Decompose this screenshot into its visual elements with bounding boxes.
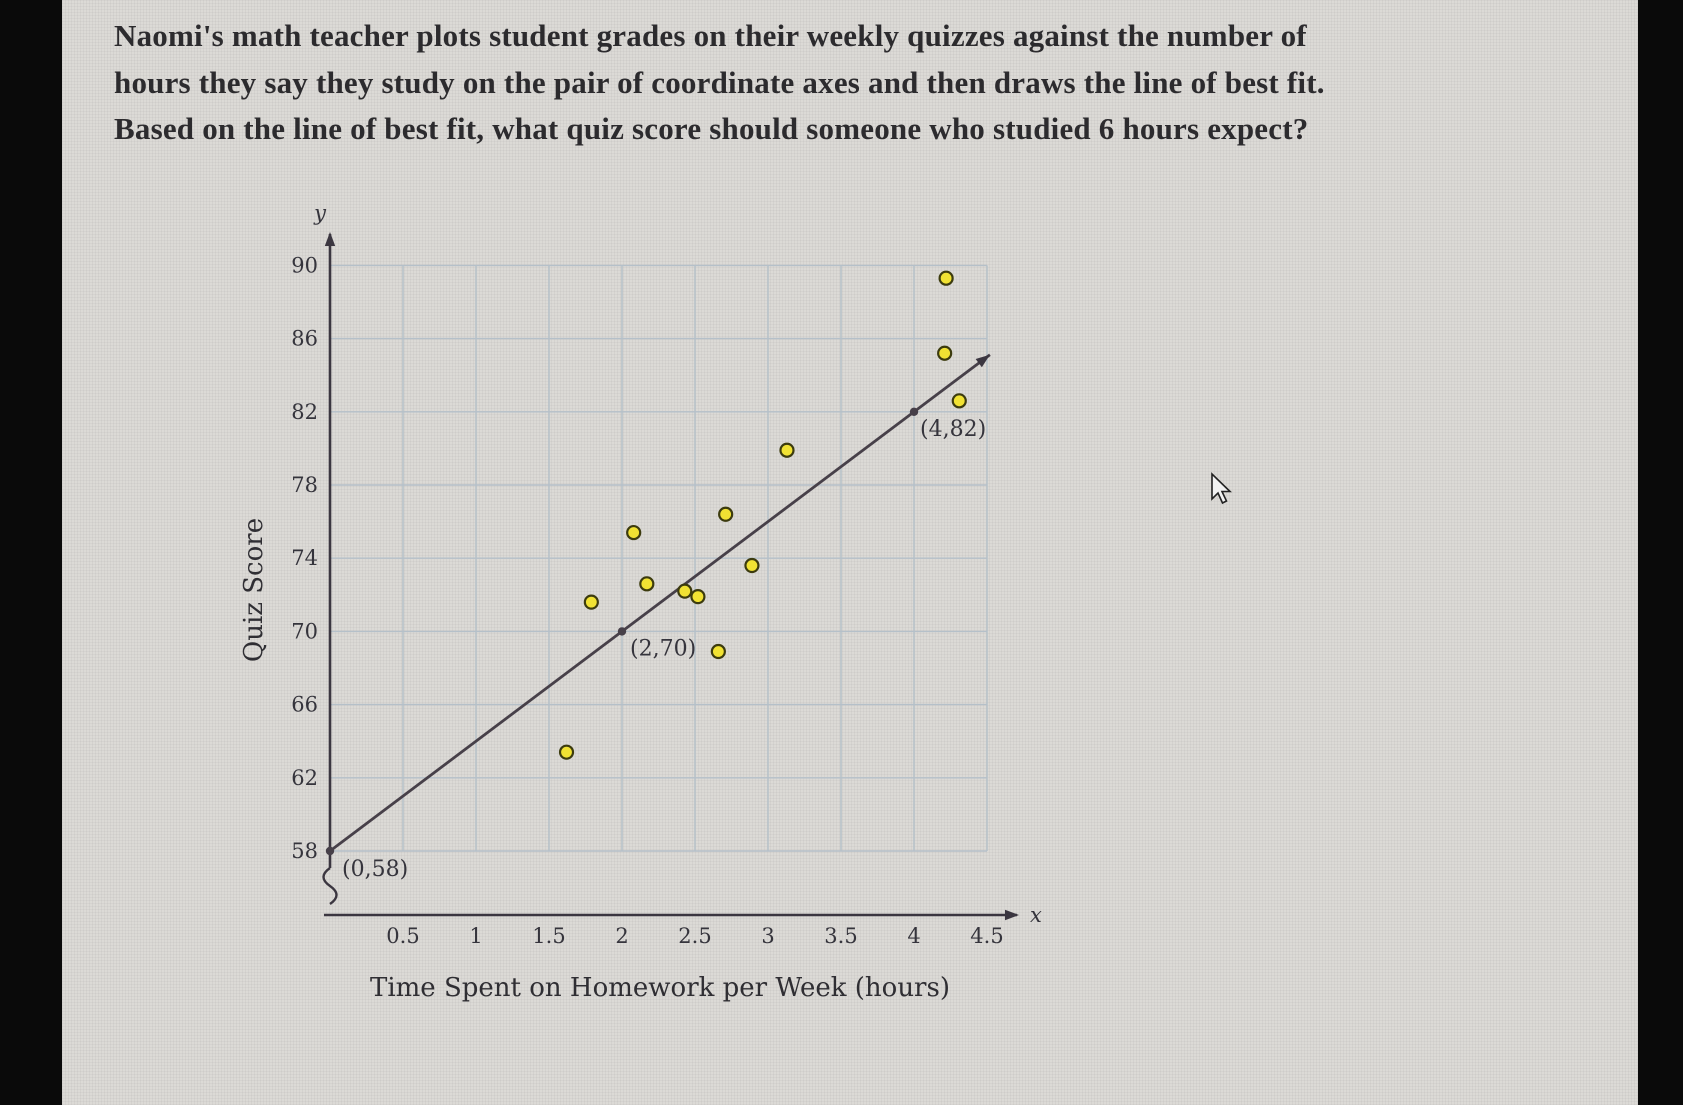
x-tick-label: 3 [761,924,774,948]
x-tick-label: 3.5 [824,924,857,948]
best-fit-segment [329,353,991,853]
scatter-point [951,393,967,409]
fit-marked-point [325,846,335,856]
data-points [558,270,967,760]
y-tick-label: 90 [291,253,318,277]
y-tick-label: 82 [291,400,318,424]
question-line-3: Based on the line of best fit, what quiz… [114,111,1309,146]
x-tick-label: 4.5 [970,924,1003,948]
scatter-point [558,744,575,760]
y-tick-label: 78 [291,473,318,497]
y-axis-title: Quiz Score [240,518,269,662]
mouse-cursor [1211,472,1232,505]
bezel-right [1638,0,1683,1105]
axes [322,232,1019,921]
y-tick-label: 66 [291,693,318,717]
grid [330,264,988,852]
x-tick-label: 1.5 [532,924,565,948]
scatter-point [937,345,953,361]
x-axis-title: Time Spent on Homework per Week (hours) [370,973,950,1003]
question-text: Naomi's math teacher plots student grade… [114,13,1574,153]
fit-marked-point [617,627,627,636]
y-tick-label: 70 [291,619,318,643]
screen: Naomi's math teacher plots student grade… [62,0,1638,1105]
fit-point-label: (2,70) [630,636,696,661]
y-tick-label: 86 [291,327,318,351]
x-tick-label: 2 [615,924,628,948]
best-fit-line [325,353,991,856]
y-axis-break [322,867,338,905]
scatter-plot: 0.5 1 1.5 2 2.5 3 3.5 4 4.5 58 62 66 70 74 78 82 86 90 y x T… [240,201,1042,1003]
y-tick-label: 58 [291,839,318,863]
question-line-2: hours they say they study on the pair of… [114,64,1325,100]
fit-point-label: (4,82) [920,417,986,442]
arrowhead [975,354,990,368]
scatter-point [718,506,734,522]
x-tick-label: 2.5 [678,924,711,948]
scatter-point [639,576,655,592]
y-axis-letter: y [313,201,327,225]
x-tick-label: 4 [907,924,920,948]
scatter-point [779,442,795,458]
scatter-point [583,594,599,610]
x-tick-label: 0.5 [386,924,419,948]
scatter-point [677,583,693,599]
scatter-point [626,524,642,541]
fit-point-label: (0,58) [342,857,408,882]
scatter-point [710,643,726,660]
y-tick-label: 62 [291,766,318,790]
x-tick-label: 1 [469,924,482,948]
chart-labels: 0.5 1 1.5 2 2.5 3 3.5 4 4.5 58 62 66 70 74 78 82 86 90 y x T… [240,201,1042,1003]
bezel-left [0,0,62,1105]
question-line-1: Naomi's math teacher plots student grade… [114,18,1307,53]
scatter-point [690,589,706,605]
arrowhead [324,232,336,246]
scatter-point [744,557,760,574]
scatter-point [938,270,954,286]
x-axis-letter: x [1030,903,1042,927]
fit-marked-point [909,407,919,416]
y-tick-label: 74 [291,546,318,570]
cursor-arrow-shape [1211,472,1232,505]
arrowhead [1005,909,1019,921]
